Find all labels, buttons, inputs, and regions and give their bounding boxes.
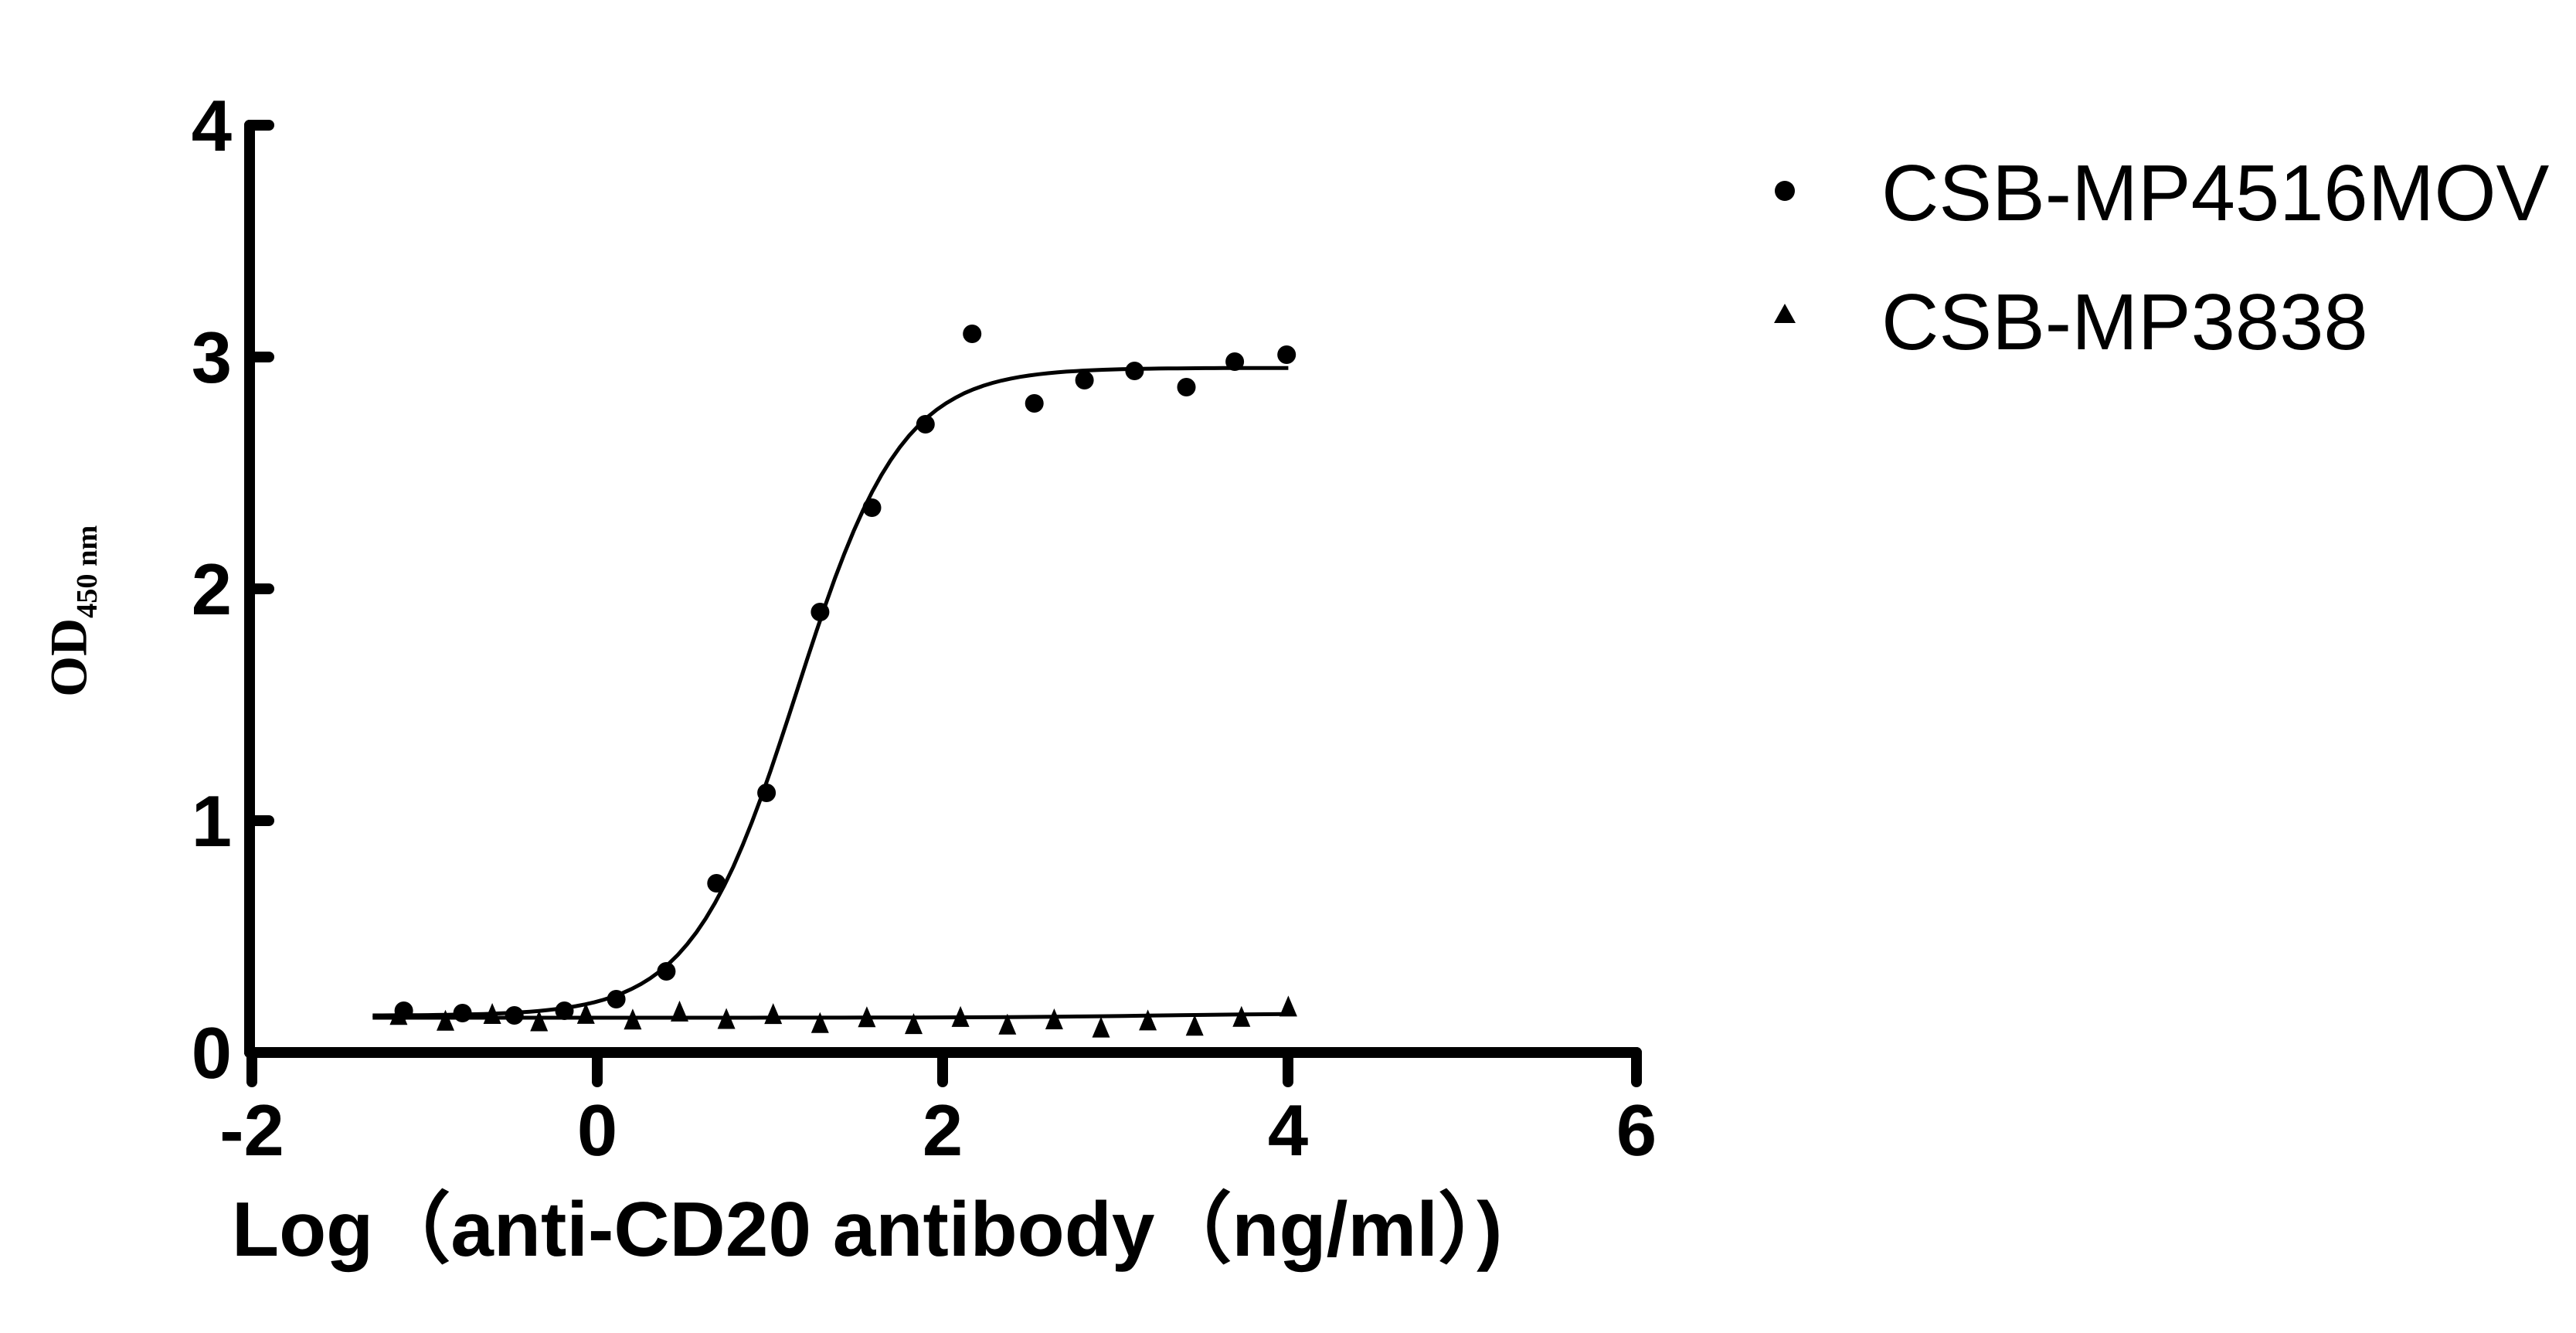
svg-text:6: 6	[1616, 1090, 1657, 1171]
svg-text:2: 2	[192, 549, 232, 630]
svg-text:-2: -2	[219, 1090, 284, 1171]
svg-text:1: 1	[192, 780, 232, 862]
svg-text:CSB-MP4516MOV: CSB-MP4516MOV	[1881, 148, 2550, 237]
svg-text:0: 0	[192, 1012, 232, 1093]
svg-text:2: 2	[923, 1090, 963, 1171]
svg-text:0: 0	[577, 1090, 617, 1171]
svg-text:4: 4	[1268, 1090, 1308, 1171]
svg-text:4: 4	[192, 85, 232, 166]
svg-text:CSB-MP3838: CSB-MP3838	[1881, 277, 2368, 366]
svg-text:Log（anti-CD20 antibody（ng/ml）): Log（anti-CD20 antibody（ng/ml）)	[232, 1186, 1502, 1273]
svg-text:3: 3	[192, 317, 232, 398]
